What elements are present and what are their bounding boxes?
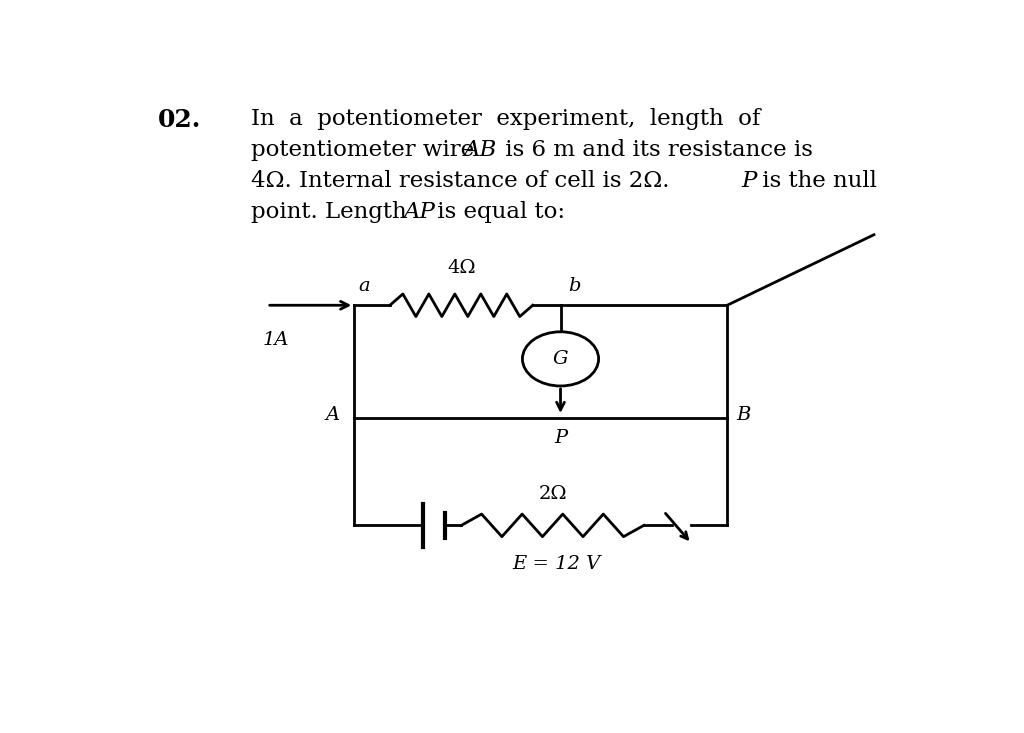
Text: is equal to:: is equal to: <box>430 201 564 223</box>
Text: point. Length: point. Length <box>251 201 414 223</box>
Text: P: P <box>741 170 757 192</box>
Text: 4Ω: 4Ω <box>447 259 475 277</box>
Text: AB: AB <box>464 139 497 161</box>
Text: is the null: is the null <box>755 170 877 192</box>
Text: b: b <box>568 277 581 295</box>
Text: B: B <box>736 406 751 424</box>
Text: 02.: 02. <box>158 108 202 132</box>
Text: a: a <box>358 277 370 295</box>
Text: P: P <box>554 430 567 447</box>
Text: is 6 m and its resistance is: is 6 m and its resistance is <box>498 139 813 161</box>
Text: AP: AP <box>404 201 436 223</box>
Circle shape <box>522 332 599 386</box>
Text: 2Ω: 2Ω <box>539 485 567 503</box>
Text: A: A <box>326 406 340 424</box>
Text: E = 12 V: E = 12 V <box>512 555 601 572</box>
Text: G: G <box>553 350 568 368</box>
Text: 4Ω. Internal resistance of cell is 2Ω.: 4Ω. Internal resistance of cell is 2Ω. <box>251 170 677 192</box>
Text: 1A: 1A <box>263 331 290 349</box>
Text: In  a  potentiometer  experiment,  length  of: In a potentiometer experiment, length of <box>251 108 761 130</box>
Text: potentiometer wire: potentiometer wire <box>251 139 481 161</box>
